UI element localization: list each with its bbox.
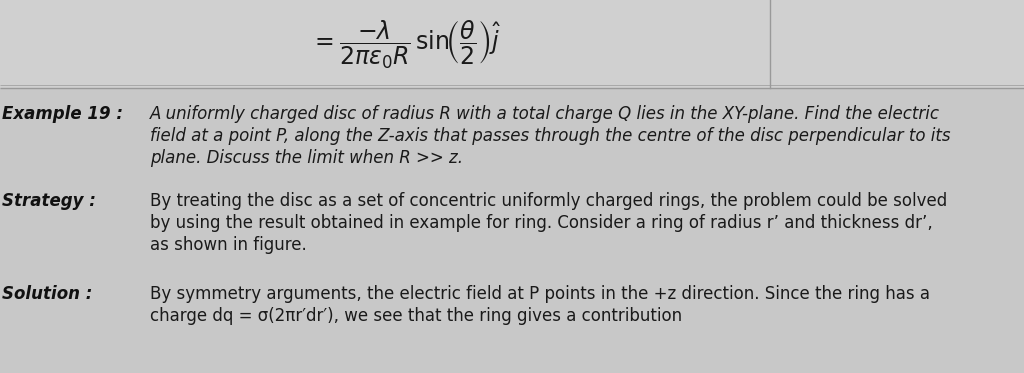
Text: as shown in figure.: as shown in figure. <box>150 236 307 254</box>
Text: Solution :: Solution : <box>2 285 92 303</box>
Text: Example 19 :: Example 19 : <box>2 105 123 123</box>
Text: $= \dfrac{-\lambda}{2\pi\varepsilon_0 R}\,\mathrm{sin}\!\left(\dfrac{\theta}{2}\: $= \dfrac{-\lambda}{2\pi\varepsilon_0 R}… <box>310 19 502 71</box>
Text: A uniformly charged disc of radius R with a total charge Q lies in the XY-plane.: A uniformly charged disc of radius R wit… <box>150 105 940 123</box>
Text: By treating the disc as a set of concentric uniformly charged rings, the problem: By treating the disc as a set of concent… <box>150 192 947 210</box>
Text: charge dq = σ(2πr′dr′), we see that the ring gives a contribution: charge dq = σ(2πr′dr′), we see that the … <box>150 307 682 325</box>
Text: field at a point P, along the Z-axis that passes through the centre of the disc : field at a point P, along the Z-axis tha… <box>150 127 950 145</box>
Text: by using the result obtained in example for ring. Consider a ring of radius r’ a: by using the result obtained in example … <box>150 214 933 232</box>
Text: By symmetry arguments, the electric field at P points in the +z direction. Since: By symmetry arguments, the electric fiel… <box>150 285 930 303</box>
Bar <box>0 88 1024 373</box>
Text: plane. Discuss the limit when R >> z.: plane. Discuss the limit when R >> z. <box>150 149 463 167</box>
Bar <box>0 0 1024 88</box>
Text: Strategy :: Strategy : <box>2 192 96 210</box>
